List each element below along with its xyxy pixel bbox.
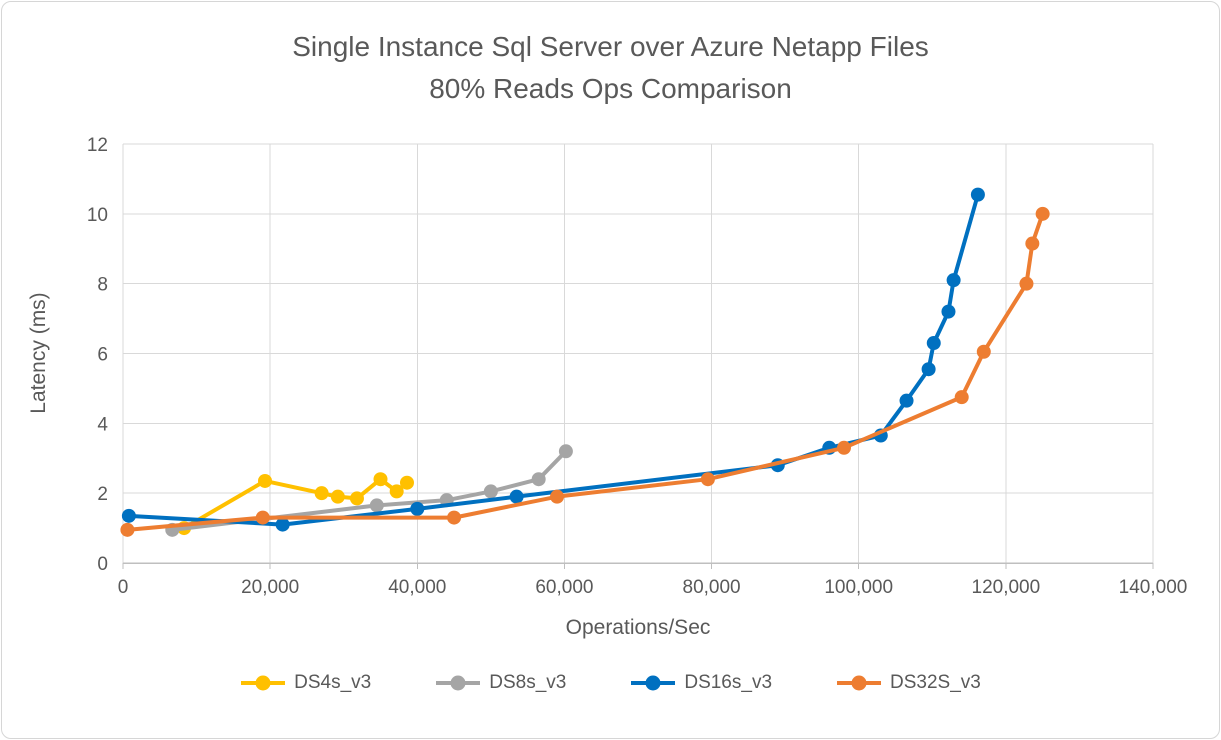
series-point-DS4s_v3 xyxy=(330,489,345,504)
x-tick-label: 100,000 xyxy=(824,577,893,598)
legend-marker-icon xyxy=(436,675,481,691)
legend-item-ds8s-v3: DS8s_v3 xyxy=(435,672,566,694)
y-tick-label: 12 xyxy=(87,135,108,156)
x-tick-label: 40,000 xyxy=(388,577,446,598)
series-point-DS16s_v3 xyxy=(410,501,425,516)
x-tick-label: 0 xyxy=(118,577,129,598)
series-point-DS32S_v3 xyxy=(700,472,715,487)
x-axis-title: Operations/Sec xyxy=(565,616,711,639)
series-point-DS16s_v3 xyxy=(926,336,941,351)
series-point-DS16s_v3 xyxy=(941,304,956,319)
legend-item-ds16s-v3: DS16s_v3 xyxy=(630,672,772,694)
legend-label: DS16s_v3 xyxy=(684,672,773,693)
chart-title-line2: 80% Reads Ops Comparison xyxy=(429,73,792,104)
series-point-DS8s_v3 xyxy=(369,498,384,513)
x-tick-label: 60,000 xyxy=(535,577,593,598)
legend-item-ds32s-v3: DS32S_v3 xyxy=(836,672,981,694)
legend: DS4s_v3 DS8s_v3 DS16s_v3 DS32S_v3 xyxy=(0,672,1221,694)
series-point-DS4s_v3 xyxy=(314,486,329,501)
series-point-DS4s_v3 xyxy=(399,475,414,490)
series-point-DS16s_v3 xyxy=(509,489,524,504)
legend-item-ds4s-v3: DS4s_v3 xyxy=(240,672,371,694)
series-line-DS16s_v3 xyxy=(126,192,980,527)
y-tick-label: 2 xyxy=(97,484,108,505)
y-tick-label: 10 xyxy=(87,205,108,226)
series-point-DS32S_v3 xyxy=(550,489,565,504)
chart-title: Single Instance Sql Server over Azure Ne… xyxy=(0,26,1221,110)
legend-marker-icon xyxy=(631,675,676,691)
series-point-DS16s_v3 xyxy=(946,273,961,288)
x-tick-label: 120,000 xyxy=(972,577,1041,598)
series-point-DS32S_v3 xyxy=(447,510,462,525)
series-point-DS4s_v3 xyxy=(373,472,388,487)
series-point-DS16s_v3 xyxy=(921,362,936,377)
series-point-DS4s_v3 xyxy=(389,484,404,499)
series-point-DS32S_v3 xyxy=(954,390,969,405)
series-point-DS4s_v3 xyxy=(257,473,272,488)
series-point-DS32S_v3 xyxy=(1019,276,1034,291)
series-point-DS32S_v3 xyxy=(255,510,270,525)
series-point-DS8s_v3 xyxy=(483,484,498,499)
x-tick-label: 20,000 xyxy=(241,577,299,598)
legend-label: DS4s_v3 xyxy=(294,672,372,693)
series-point-DS16s_v3 xyxy=(121,508,136,523)
series-point-DS32S_v3 xyxy=(976,344,991,359)
x-tick-label: 140,000 xyxy=(1119,577,1188,598)
legend-marker-icon xyxy=(241,675,286,691)
legend-label: DS8s_v3 xyxy=(489,672,567,693)
series-point-DS8s_v3 xyxy=(531,472,546,487)
series-point-DS32S_v3 xyxy=(837,440,851,455)
y-tick-label: 0 xyxy=(97,554,108,575)
y-tick-label: 4 xyxy=(97,414,108,435)
y-axis-title: Latency (ms) xyxy=(27,292,50,414)
legend-marker-icon xyxy=(837,675,882,691)
series-point-DS32S_v3 xyxy=(120,522,135,537)
series-point-DS16s_v3 xyxy=(899,393,914,408)
chart-title-line1: Single Instance Sql Server over Azure Ne… xyxy=(292,31,929,62)
series-point-DS8s_v3 xyxy=(558,444,573,459)
series-point-DS16s_v3 xyxy=(970,187,985,202)
series-point-DS32S_v3 xyxy=(1025,236,1040,251)
series-point-DS4s_v3 xyxy=(349,491,364,506)
y-tick-label: 6 xyxy=(97,345,108,366)
series-point-DS16s_v3 xyxy=(275,517,290,532)
x-tick-label: 80,000 xyxy=(683,577,741,598)
series-point-DS32S_v3 xyxy=(1035,206,1050,221)
y-tick-label: 8 xyxy=(97,275,108,296)
legend-label: DS32S_v3 xyxy=(890,672,981,693)
